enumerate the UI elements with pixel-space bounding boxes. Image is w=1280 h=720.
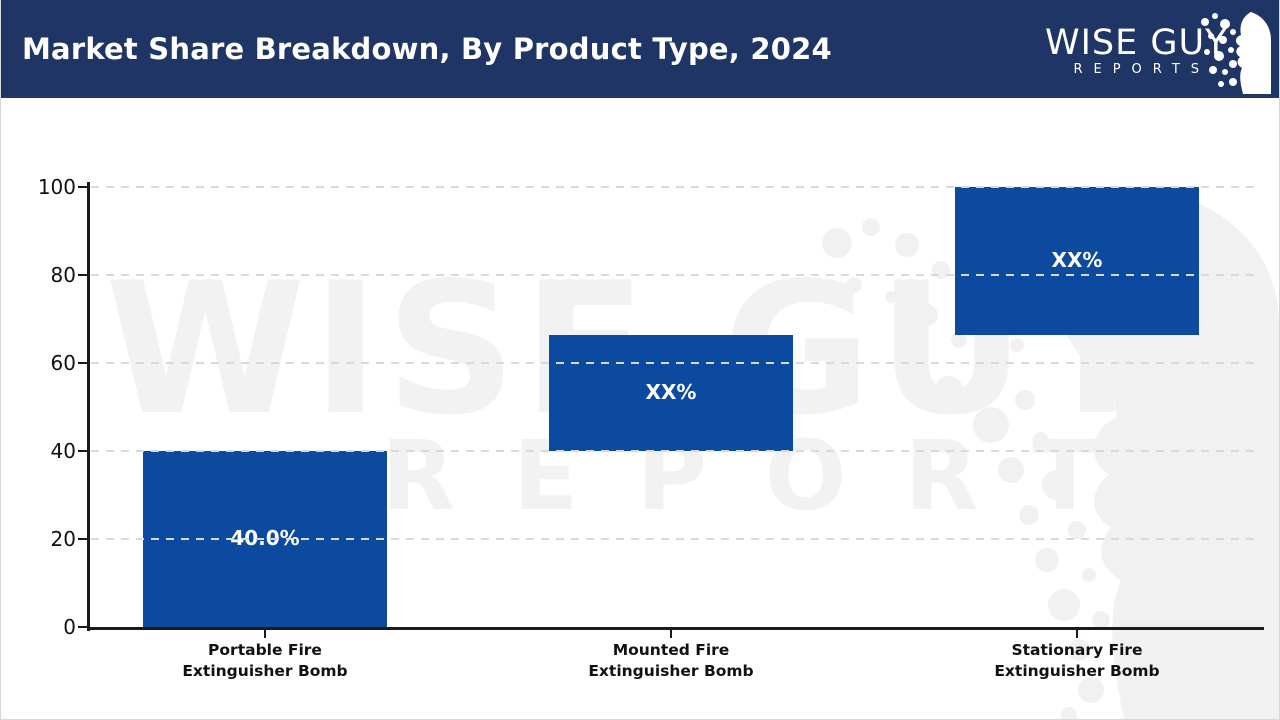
waterfall-bar bbox=[549, 335, 793, 451]
page-title: Market Share Breakdown, By Product Type,… bbox=[22, 32, 832, 66]
y-axis-tick bbox=[78, 626, 87, 628]
chart-header: Market Share Breakdown, By Product Type,… bbox=[1, 0, 1279, 98]
gridline bbox=[91, 186, 1256, 188]
watermark-text-line2: REPORTS bbox=[381, 420, 1280, 532]
category-label-line: Extinguisher Bomb bbox=[588, 662, 754, 680]
y-axis-tick bbox=[78, 450, 87, 452]
gridline bbox=[91, 274, 1256, 276]
category-label: Stationary Fire Extinguisher Bomb bbox=[917, 640, 1237, 682]
brand-logo: WISE GUY REPORTS bbox=[1011, 6, 1271, 94]
category-label-line: Extinguisher Bomb bbox=[182, 662, 348, 680]
category-label: Portable Fire Extinguisher Bomb bbox=[105, 640, 425, 682]
y-tick-label: 80 bbox=[50, 263, 76, 287]
y-tick-label: 100 bbox=[37, 175, 76, 199]
bar-value-label: XX% bbox=[645, 380, 697, 404]
x-axis-tick bbox=[264, 630, 266, 638]
y-tick-label: 0 bbox=[63, 615, 76, 639]
category-label-line: Portable Fire bbox=[208, 641, 322, 659]
category-label-line: Mounted Fire bbox=[612, 641, 730, 659]
y-axis-line bbox=[87, 182, 90, 631]
x-axis-tick bbox=[670, 630, 672, 638]
x-axis-line bbox=[87, 627, 1264, 630]
x-axis-tick bbox=[1076, 630, 1078, 638]
y-axis-tick bbox=[78, 186, 87, 188]
bar-value-label: XX% bbox=[1051, 248, 1103, 272]
y-axis-tick bbox=[78, 538, 87, 540]
brand-logo-text: WISE GUY REPORTS bbox=[1045, 24, 1228, 78]
category-label-line: Extinguisher Bomb bbox=[994, 662, 1160, 680]
brand-subname: REPORTS bbox=[1073, 62, 1211, 77]
gridline bbox=[91, 450, 1256, 452]
waterfall-bar bbox=[955, 187, 1199, 335]
y-tick-label: 60 bbox=[50, 351, 76, 375]
category-label-line: Stationary Fire bbox=[1011, 641, 1143, 659]
gridline bbox=[91, 538, 1256, 540]
brand-name: WISE GUY bbox=[1045, 23, 1228, 63]
brand-face-icon bbox=[1201, 12, 1271, 94]
y-axis-tick bbox=[78, 274, 87, 276]
category-label: Mounted Fire Extinguisher Bomb bbox=[511, 640, 831, 682]
y-tick-label: 40 bbox=[50, 439, 76, 463]
gridline bbox=[91, 362, 1256, 364]
y-tick-label: 20 bbox=[50, 527, 76, 551]
y-axis-tick bbox=[78, 362, 87, 364]
